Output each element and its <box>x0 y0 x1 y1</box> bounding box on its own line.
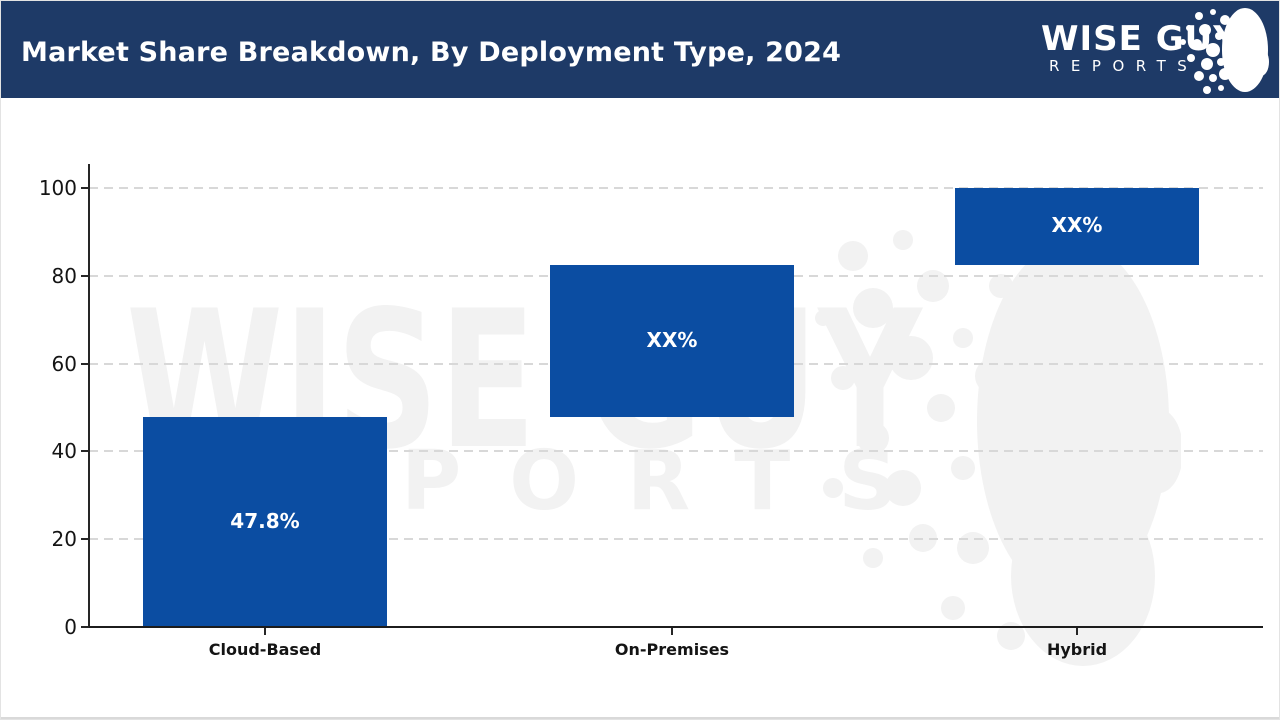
chart-title: Market Share Breakdown, By Deployment Ty… <box>21 37 842 68</box>
bar-hybrid <box>955 188 1199 265</box>
x-axis-tick <box>264 628 266 635</box>
y-axis-label-60: 60 <box>51 351 77 376</box>
x-axis-label-hybrid: Hybrid <box>1046 640 1108 659</box>
x-axis-tick <box>671 628 673 635</box>
bar-value-label: XX% <box>646 327 698 352</box>
y-axis-tick-100 <box>81 187 89 189</box>
x-axis-line <box>89 626 1263 628</box>
x-axis-tick <box>1076 628 1078 635</box>
bar-on-premises <box>550 264 794 418</box>
y-axis-tick-80 <box>81 274 89 277</box>
y-axis-label-80: 80 <box>51 263 77 288</box>
watermark-face <box>815 230 1181 666</box>
y-axis-tick-20 <box>81 538 89 541</box>
y-axis-tick-40 <box>81 450 89 453</box>
header-band: Market Share Breakdown, By Deployment Ty… <box>1 1 1279 98</box>
bar-value-label: XX% <box>1051 213 1103 238</box>
x-axis-label-on-premises: On-Premises <box>614 640 730 659</box>
gridline-100 <box>89 187 1263 189</box>
gridline-40 <box>89 450 1263 453</box>
y-axis-label-0: 0 <box>64 615 77 639</box>
wiseguy-face-icon <box>1180 8 1269 94</box>
y-axis-label-40: 40 <box>51 439 77 464</box>
y-axis-label-20: 20 <box>51 527 77 552</box>
x-axis-label-cloud-based: Cloud-Based <box>208 640 322 659</box>
y-axis-tick-60 <box>81 362 89 365</box>
bar-cloud-based <box>143 417 387 627</box>
bar-value-label: 47.8% <box>230 509 300 534</box>
bottom-border <box>1 717 1279 719</box>
y-axis-line <box>88 164 90 628</box>
y-axis-label-100: 100 <box>38 176 77 200</box>
gridline-20 <box>89 538 1263 541</box>
wiseguy-logo-subtext: REPORTS <box>1049 57 1199 75</box>
y-axis-tick-0 <box>81 626 89 628</box>
